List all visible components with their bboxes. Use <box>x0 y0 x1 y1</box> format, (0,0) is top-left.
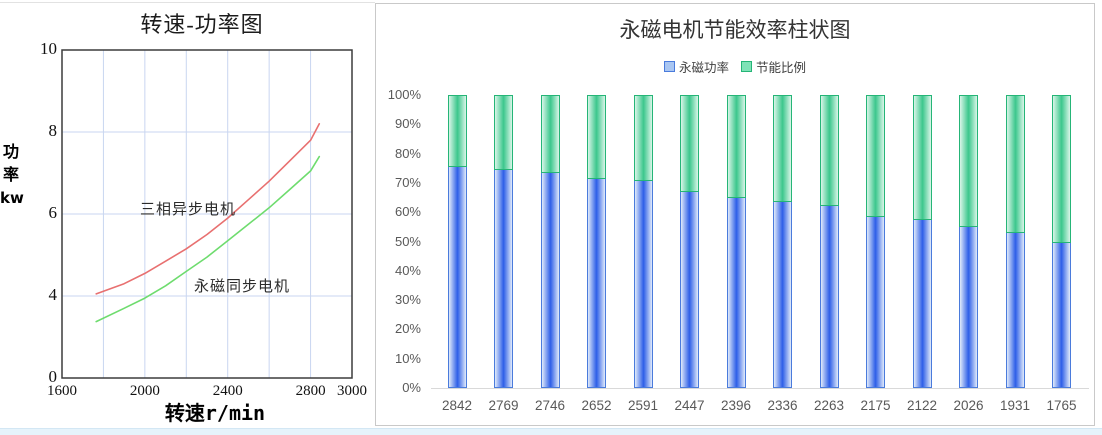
left-x-tick: 2800 <box>295 383 326 399</box>
right-x-category-label: 2591 <box>627 398 659 413</box>
bar-segment-pm-power <box>959 226 978 388</box>
bar-segment-pm-power <box>912 219 932 388</box>
right-x-category-label: 2447 <box>674 398 705 413</box>
left-x-tick: 3000 <box>337 383 367 399</box>
bar-segment-saving-ratio <box>773 95 792 202</box>
bar-segment-pm-power <box>587 178 606 388</box>
right-x-category-label: 2396 <box>720 398 752 413</box>
y-axis-title-unit: kw <box>0 189 24 207</box>
speed-power-chart-panel: 转速-功率图 功 率 kw 转速r/min 三相异步电机 永磁同步电机 0 4 6 8… <box>0 0 375 428</box>
series-label-async-motor: 三相异步电机 <box>140 202 237 218</box>
bar-segment-saving-ratio <box>866 95 885 217</box>
right-y-tick: 100% <box>387 87 421 102</box>
right-y-tick: 40% <box>394 262 421 278</box>
right-y-tick: 30% <box>394 292 421 308</box>
left-x-tick: 1600 <box>47 383 77 399</box>
right-x-category-label: 2746 <box>534 398 566 413</box>
right-y-tick: 80% <box>394 145 421 161</box>
left-x-axis-title: 转速r/min <box>164 401 266 425</box>
plot-border <box>61 49 353 379</box>
bar-segment-saving-ratio <box>959 95 978 227</box>
bar-segment-pm-power <box>1052 242 1071 388</box>
bottom-strip <box>0 428 1102 435</box>
bar-segment-saving-ratio <box>680 95 699 192</box>
right-y-tick: 50% <box>394 233 421 249</box>
legend-swatch-green-icon <box>741 61 752 72</box>
left-y-tick: 0 <box>48 367 58 386</box>
bar-segment-pm-power <box>819 206 839 388</box>
left-y-axis-title: 功 率 kw <box>0 141 24 210</box>
bar-segment-saving-ratio <box>587 95 606 179</box>
legend-label-saving-ratio: 节能比例 <box>756 61 807 75</box>
right-y-tick: 0% <box>402 380 421 395</box>
bar-segment-saving-ratio <box>1052 95 1071 243</box>
bar-segment-saving-ratio <box>726 95 746 198</box>
left-y-tick: 8 <box>48 121 58 140</box>
right-y-tick: 60% <box>394 204 421 220</box>
legend-item-saving-ratio: 节能比例 <box>741 57 806 76</box>
right-x-category-label: 2652 <box>581 398 612 413</box>
bar-segment-saving-ratio <box>540 95 560 173</box>
speed-power-plot <box>61 49 353 379</box>
left-y-tick: 10 <box>40 39 57 58</box>
efficiency-chart-card: 永磁电机节能效率柱状图 永磁功率 节能比例 0% 10% 20% 30% 40% 50% 6… <box>375 3 1095 426</box>
bar-segment-pm-power <box>680 191 699 388</box>
right-x-category-label: 2175 <box>860 398 891 413</box>
bar-segment-saving-ratio <box>447 95 467 167</box>
right-x-category-label: 1931 <box>999 398 1031 413</box>
right-x-category-label: 2336 <box>767 398 798 413</box>
left-chart-title: 转速-功率图 <box>140 12 264 37</box>
right-x-category-label: 1765 <box>1046 398 1077 413</box>
left-y-tick: 6 <box>48 203 58 222</box>
left-x-tick: 2000 <box>129 383 160 399</box>
right-y-tick: 90% <box>394 116 421 132</box>
bar-segment-saving-ratio <box>633 95 653 182</box>
bar-segment-saving-ratio <box>912 95 932 220</box>
chart-legend: 永磁功率 节能比例 <box>376 57 1094 76</box>
right-y-tick: 70% <box>394 174 421 190</box>
bar-segment-pm-power <box>633 181 653 388</box>
curve-1 <box>95 155 321 323</box>
legend-label-pm-power: 永磁功率 <box>678 61 729 75</box>
left-x-tick: 2400 <box>212 383 243 399</box>
right-chart-title: 永磁电机节能效率柱状图 <box>619 19 851 42</box>
panel-top-divider <box>0 2 375 3</box>
bar-segment-pm-power <box>540 172 560 388</box>
legend-item-pm-power: 永磁功率 <box>663 57 729 76</box>
right-x-category-label: 2122 <box>906 398 938 413</box>
y-axis-title-char-2: 率 <box>2 167 19 184</box>
bar-segment-pm-power <box>494 169 513 388</box>
series-label-pm-motor: 永磁同步电机 <box>194 279 291 295</box>
bar-segment-pm-power <box>447 166 467 388</box>
legend-swatch-blue-icon <box>663 61 675 72</box>
bar-segment-saving-ratio <box>1005 95 1025 233</box>
x-axis-baseline <box>431 388 1089 389</box>
bar-segment-saving-ratio <box>819 95 839 207</box>
bar-segment-pm-power <box>726 197 746 388</box>
left-y-tick: 4 <box>48 285 58 304</box>
curve-0 <box>95 123 321 295</box>
right-x-category-label: 2026 <box>953 398 984 413</box>
right-x-category-label: 2842 <box>441 398 473 413</box>
bar-segment-pm-power <box>773 201 792 388</box>
right-x-category-label: 2263 <box>813 398 845 413</box>
y-axis-title-char-1: 功 <box>2 144 19 161</box>
right-y-tick: 10% <box>394 350 421 366</box>
bar-segment-pm-power <box>866 216 885 388</box>
right-x-category-label: 2769 <box>488 398 519 413</box>
bar-segment-saving-ratio <box>494 95 513 170</box>
right-y-tick: 20% <box>394 321 421 337</box>
bar-segment-pm-power <box>1005 232 1025 388</box>
